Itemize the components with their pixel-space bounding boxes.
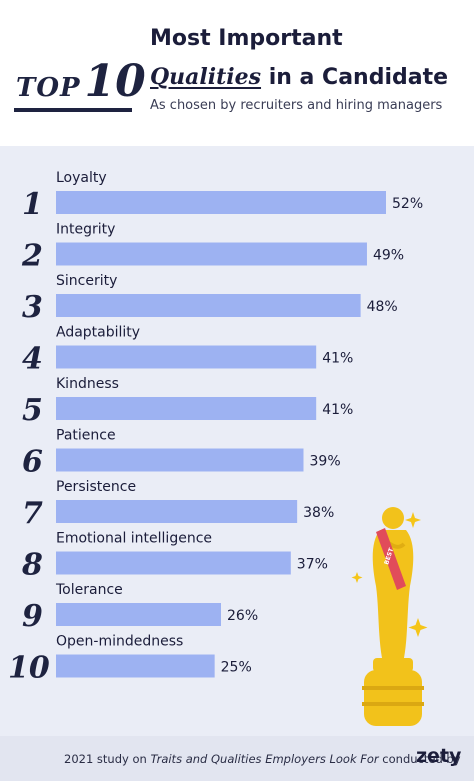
sash [376,528,406,590]
bar [56,345,317,369]
top10-badge: TOP10 [16,56,146,107]
subtitle: As chosen by recruiters and hiring manag… [150,98,443,113]
rank-number: 10 [8,651,50,686]
top10-badge-number: 10 [84,56,146,107]
bar-category-label: Sincerity [56,273,117,289]
rank-number: 1 [22,187,43,222]
sparkle-icon [408,618,428,637]
footer-text-post: conducted by [378,752,461,766]
bar [56,603,221,626]
footer: 2021 study on Traits and Qualities Emplo… [0,736,474,781]
rank-number: 6 [22,445,43,480]
bar-category-label: Adaptability [56,325,140,341]
rank-number: 4 [22,342,43,377]
bar-category-label: Kindness [56,376,119,392]
title-line-2: Qualities in a Candidate [150,64,448,90]
footer-study-title: Traits and Qualities Employers Look For [150,752,379,766]
bar-category-label: Persistence [56,479,136,495]
rank-number: 9 [22,599,43,634]
trophy-head [382,507,404,529]
bar-category-label: Patience [56,428,116,444]
sparkle-icon [405,512,421,528]
bar-value-label: 48% [367,299,398,315]
trophy-illustration: BEST [351,507,428,726]
bar-value-label: 41% [322,402,353,418]
bar [56,654,215,678]
bar-value-label: 39% [310,454,341,470]
trophy-base [364,670,422,726]
bar [56,294,361,317]
bar-value-label: 25% [221,660,252,676]
footer-text-pre: 2021 study on [64,752,151,766]
title-emphasis: Qualities [150,64,262,90]
rank-number: 3 [22,290,43,325]
bars-layer: Loyalty 52% 1 Integrity 49% 2 Sincerity 48% 3 Ada… [8,170,423,686]
bar-value-label: 49% [373,248,404,264]
title-line-1: Most Important [150,26,343,51]
bar [56,242,367,266]
bar-category-label: Emotional intelligence [56,531,212,547]
footer-credit: 2021 study on Traits and Qualities Emplo… [64,752,461,766]
bar-category-label: Loyalty [56,170,107,186]
trophy-base-top [373,658,413,672]
zety-logo: zety [416,745,462,767]
bar-value-label: 26% [227,608,258,624]
bar [56,551,291,575]
bar-value-label: 52% [392,196,423,212]
bar-value-label: 37% [297,557,328,573]
bar-chart: Loyalty 52% 1 Integrity 49% 2 Sincerity 48% 3 Ada… [8,170,428,726]
bar [56,191,386,214]
rank-number: 2 [21,239,43,274]
sparkle-icon [351,572,363,583]
bar [56,448,304,472]
title-line-2-rest: in a Candidate [261,65,449,90]
bar [56,500,298,523]
bar [56,397,317,420]
rank-number: 8 [21,548,43,583]
top10-underline [14,108,132,112]
trophy-body [372,530,414,658]
rank-number: 5 [22,393,43,428]
bar-category-label: Open-mindedness [56,634,183,650]
bar-category-label: Tolerance [55,582,123,598]
top10-badge-top: TOP [16,73,81,103]
header: TOP10 Most Important Qualities in a Cand… [0,0,474,145]
rank-number: 7 [22,496,43,531]
bar-value-label: 38% [303,505,334,521]
bar-value-label: 41% [322,351,353,367]
bar-category-label: Integrity [56,222,115,238]
